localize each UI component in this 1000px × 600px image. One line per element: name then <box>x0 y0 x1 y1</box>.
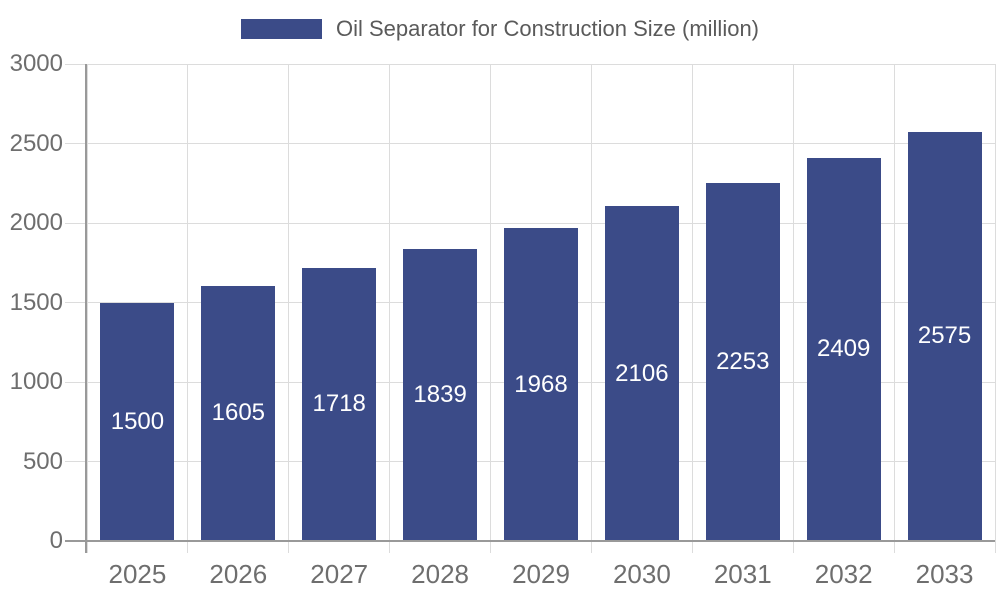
bar-value-label: 2106 <box>615 359 669 387</box>
v-gridline <box>288 64 290 553</box>
h-gridline <box>65 222 995 224</box>
x-axis-tick-label: 2032 <box>814 559 873 589</box>
bar[interactable]: 2575 <box>907 131 982 541</box>
bar[interactable]: 2106 <box>604 206 679 541</box>
y-axis-tick-label: 0 <box>49 527 63 554</box>
bar-value-label: 1718 <box>312 390 366 418</box>
bar[interactable]: 1605 <box>201 285 276 541</box>
v-gridline <box>792 64 794 553</box>
x-axis-tick-label: 2028 <box>411 559 470 589</box>
bar[interactable]: 1968 <box>504 228 578 541</box>
y-axis-tick-label: 2500 <box>9 129 63 157</box>
y-axis-tick-label: 1500 <box>9 288 63 316</box>
v-gridline <box>691 64 693 553</box>
y-axis-tick-label: 1000 <box>9 368 63 395</box>
bar[interactable]: 1839 <box>403 248 478 541</box>
bar[interactable]: 1500 <box>100 302 175 541</box>
legend-swatch <box>240 19 322 39</box>
bar-value-label: 1605 <box>211 399 266 427</box>
y-axis-tick-label: 3000 <box>9 50 63 77</box>
bar-value-label: 1500 <box>110 407 165 435</box>
bar[interactable]: 1718 <box>302 267 377 541</box>
h-gridline <box>65 63 995 65</box>
v-gridline <box>86 64 88 553</box>
x-axis-tick-label: 2029 <box>512 559 570 589</box>
v-gridline <box>389 64 391 553</box>
y-axis-line <box>85 64 87 553</box>
bar[interactable]: 2253 <box>705 182 780 541</box>
legend-label: Oil Separator for Construction Size (mil… <box>335 16 760 41</box>
y-axis-tick-label: 2000 <box>9 209 63 236</box>
bar-value-label: 2575 <box>917 322 972 350</box>
y-axis-tick-label: 500 <box>22 447 63 475</box>
x-axis-tick-label: 2030 <box>612 559 671 589</box>
x-axis-tick-label: 2033 <box>915 559 974 589</box>
v-gridline <box>187 64 189 553</box>
bar[interactable]: 2409 <box>806 157 881 541</box>
h-gridline <box>65 143 995 144</box>
v-gridline <box>994 64 996 553</box>
bar-value-label: 1839 <box>413 380 467 408</box>
v-gridline <box>490 64 492 553</box>
bar-value-label: 2409 <box>816 335 871 363</box>
x-axis-tick-label: 2027 <box>310 559 369 589</box>
x-axis-tick-label: 2025 <box>108 559 167 589</box>
x-axis-line <box>65 540 995 542</box>
bar-value-label: 1968 <box>514 370 568 398</box>
legend[interactable]: Oil Separator for Construction Size (mil… <box>0 16 1000 42</box>
x-axis-tick-label: 2026 <box>209 559 268 589</box>
x-axis-tick-label: 2031 <box>713 559 772 589</box>
v-gridline <box>590 64 592 553</box>
v-gridline <box>893 64 895 553</box>
bar-value-label: 2253 <box>716 347 770 375</box>
